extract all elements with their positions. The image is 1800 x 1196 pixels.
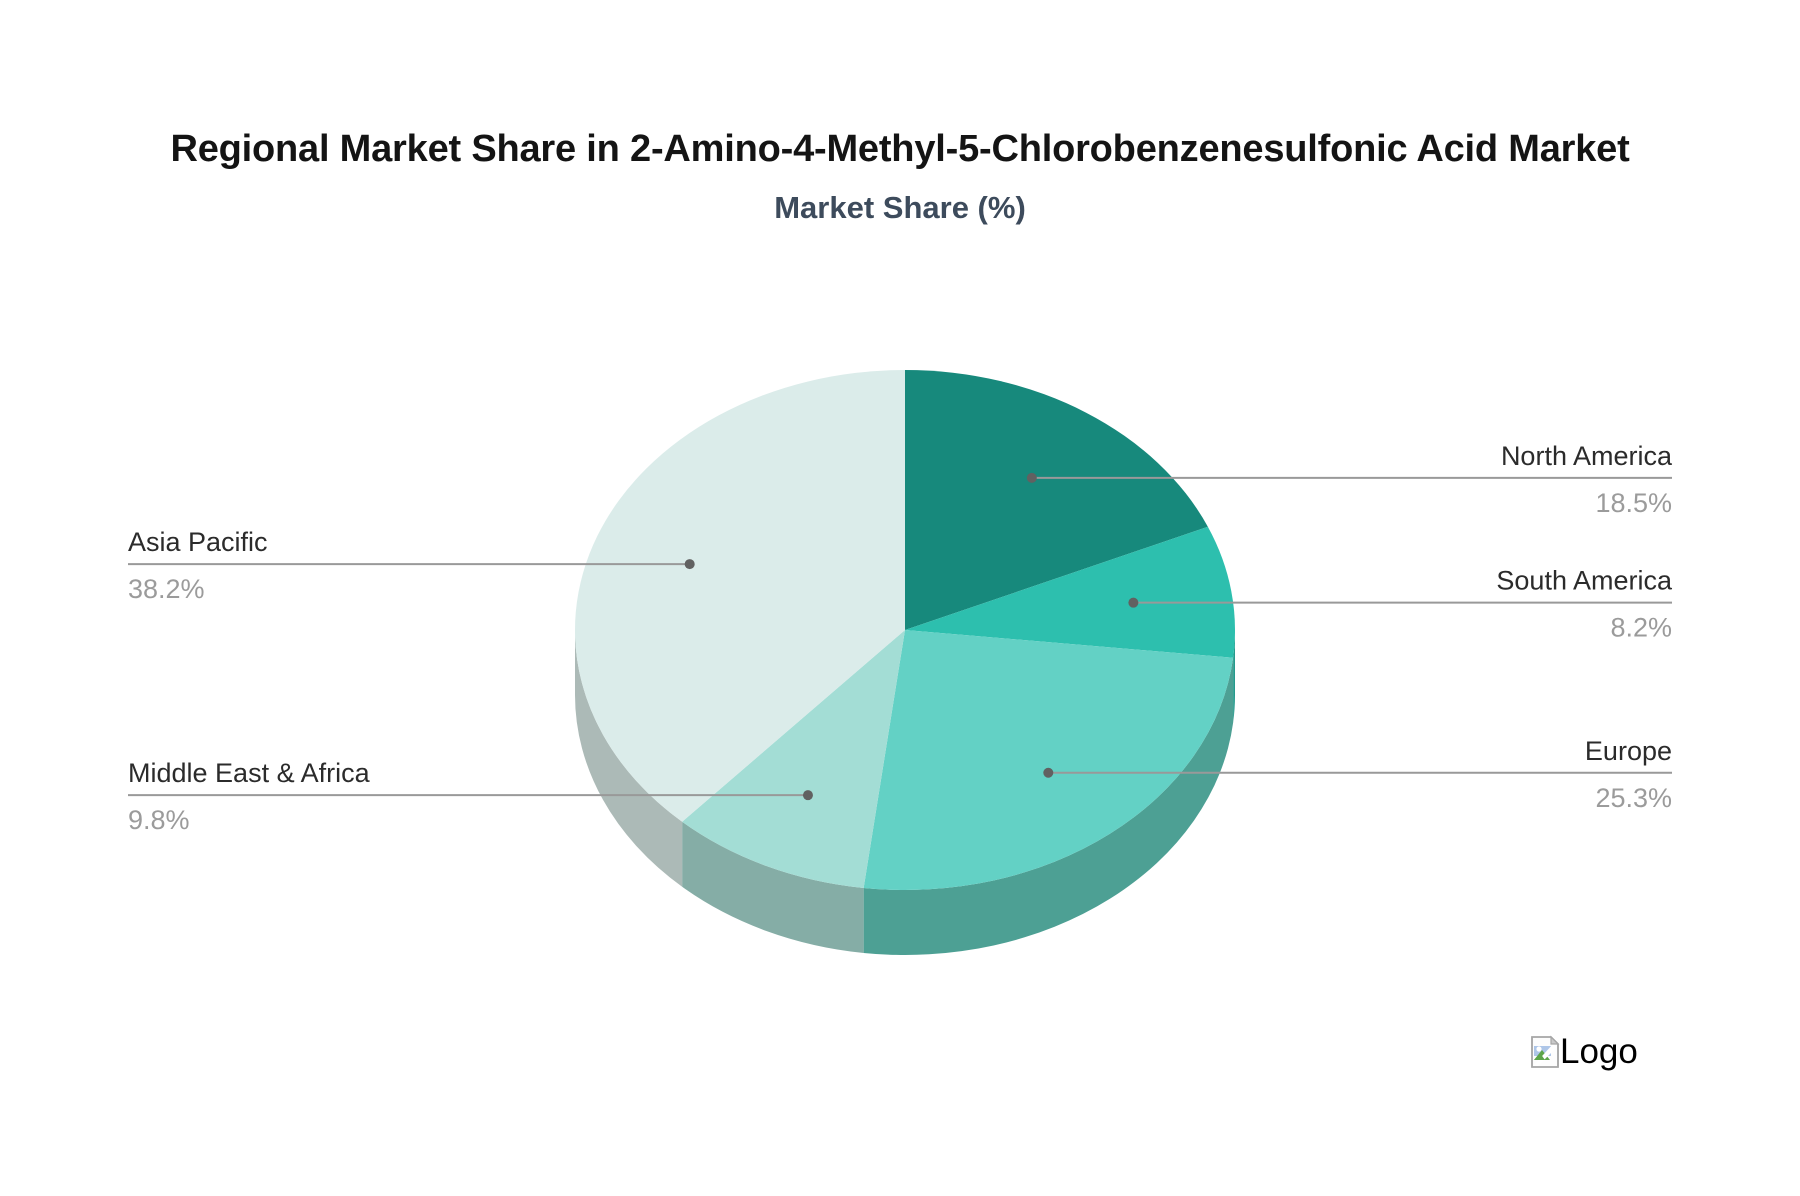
pie-slice-side-south-america bbox=[1233, 630, 1235, 723]
label-leader-dot bbox=[1043, 767, 1054, 778]
label-leader-dot bbox=[1026, 472, 1037, 483]
label-leader-dot bbox=[802, 790, 813, 801]
broken-image-icon bbox=[1531, 1035, 1560, 1068]
logo-alt-text: Logo bbox=[1560, 1032, 1638, 1071]
pie-slice-middle-east-africa[interactable] bbox=[682, 630, 905, 888]
slice-label: Asia Pacific bbox=[128, 527, 268, 557]
chart-subtitle: Market Share (%) bbox=[774, 190, 1026, 225]
pie-slice-south-america[interactable] bbox=[905, 526, 1236, 658]
label-leader-dot bbox=[684, 559, 695, 570]
pie-label-asia-pacific: Asia Pacific 38.2% bbox=[128, 527, 695, 604]
slice-label: Europe bbox=[1585, 736, 1672, 766]
pie-slice-side-europe bbox=[863, 657, 1234, 956]
pie-slice-europe[interactable] bbox=[863, 630, 1234, 890]
slice-value: 18.5% bbox=[1595, 488, 1672, 518]
pie-label-europe: Europe 25.3% bbox=[1043, 736, 1672, 813]
slice-value: 8.2% bbox=[1610, 613, 1672, 643]
slice-value: 25.3% bbox=[1595, 783, 1672, 813]
pie-slice-north-america[interactable] bbox=[905, 370, 1208, 630]
pie-slice-side-asia-pacific bbox=[575, 630, 683, 887]
chart-title: Regional Market Share in 2-Amino-4-Methy… bbox=[170, 128, 1630, 170]
slice-label: South America bbox=[1496, 566, 1673, 596]
slice-label: North America bbox=[1501, 441, 1673, 471]
pie-slice-side-middle-east-africa bbox=[682, 821, 864, 953]
logo-placeholder: Logo bbox=[1530, 1034, 1638, 1069]
pie-label-south-america: South America 8.2% bbox=[1128, 566, 1673, 643]
pie-slices bbox=[574, 370, 1236, 890]
pie-labels: North America 18.5% South America 8.2% Europ… bbox=[128, 441, 1673, 835]
pie-label-middle-east-africa: Middle East & Africa 9.8% bbox=[128, 758, 813, 835]
slice-value: 9.8% bbox=[128, 805, 190, 835]
pie-label-north-america: North America 18.5% bbox=[1026, 441, 1673, 518]
pie-rim bbox=[575, 630, 1235, 956]
label-leader-dot bbox=[1128, 597, 1139, 608]
pie-slice-asia-pacific[interactable] bbox=[574, 370, 905, 822]
slice-value: 38.2% bbox=[128, 574, 205, 604]
slice-label: Middle East & Africa bbox=[128, 758, 371, 788]
